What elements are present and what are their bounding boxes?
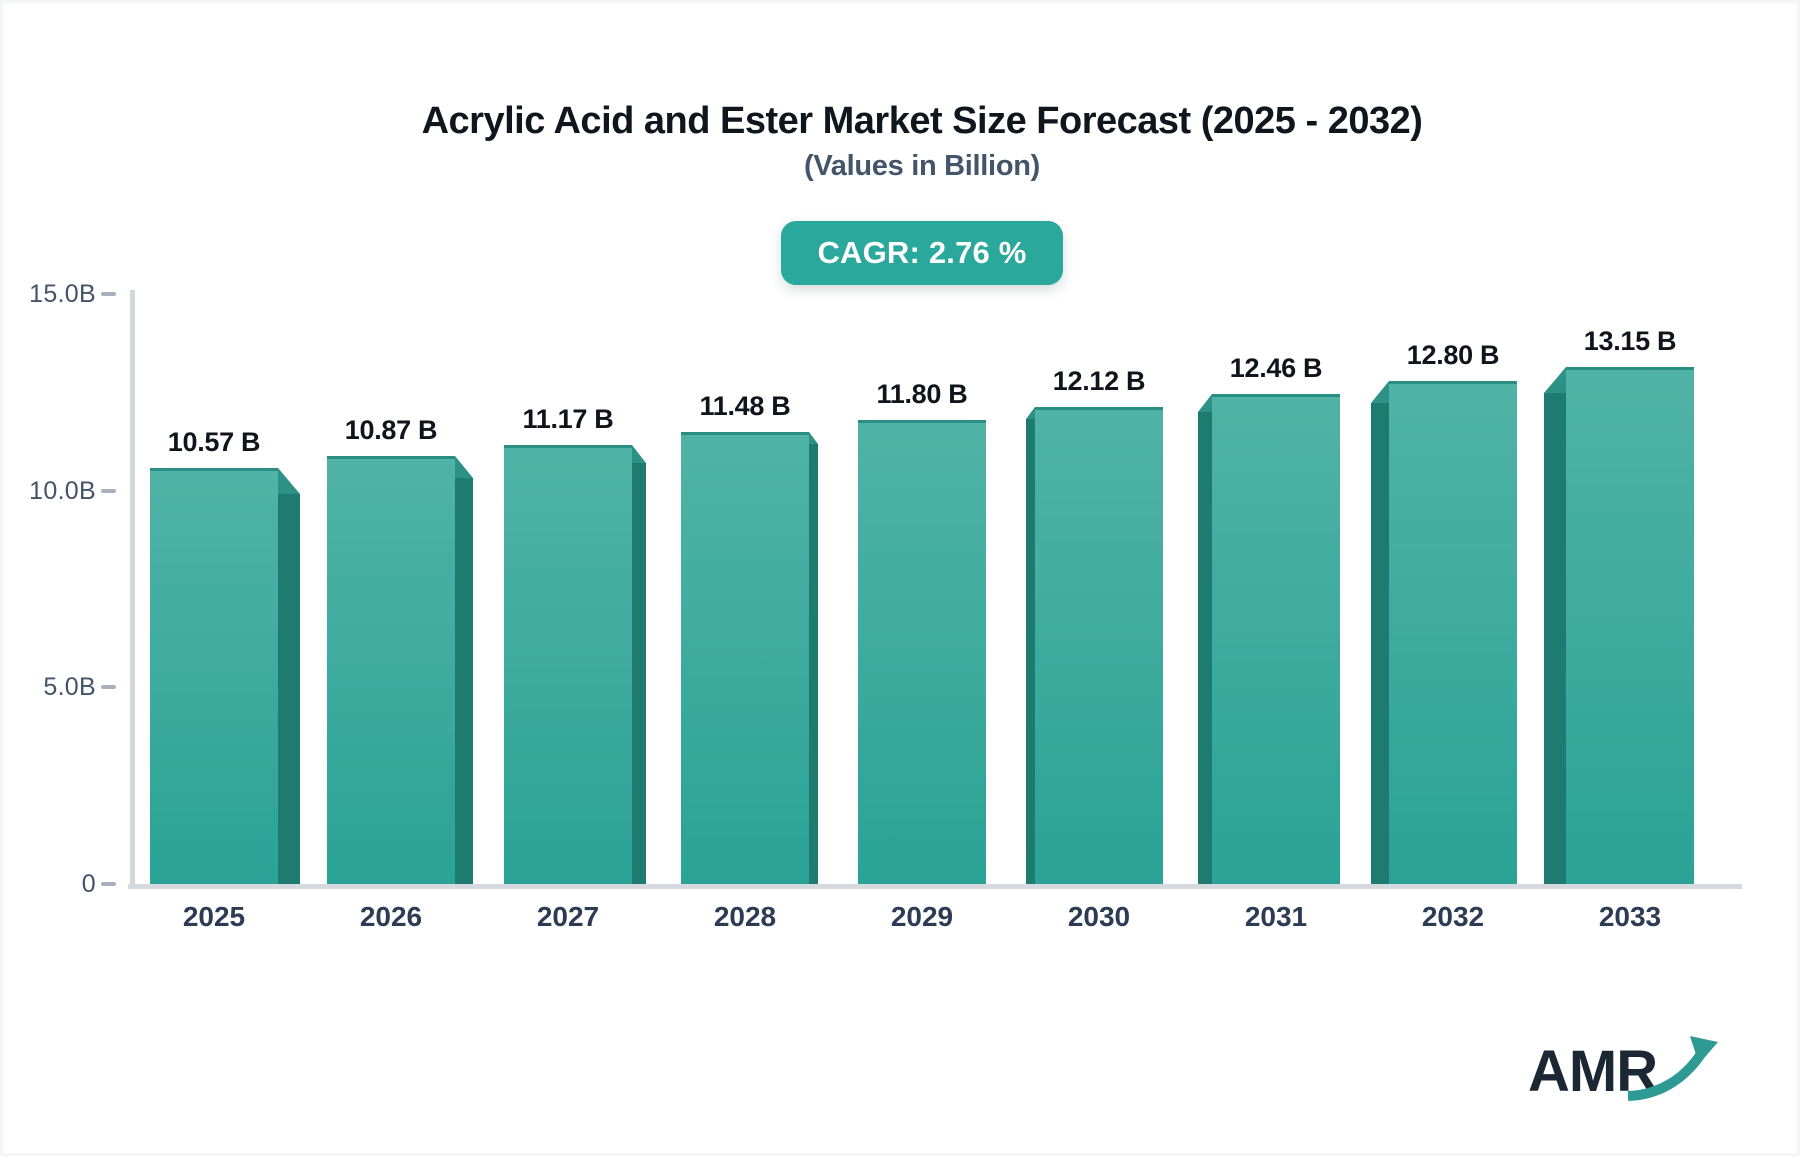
bar-2032 [1371, 381, 1517, 884]
cagr-badge: CAGR: 2.76 % [781, 221, 1063, 285]
bar-value-label: 10.87 B [344, 415, 438, 445]
bar-value-label: 10.57 B [167, 427, 261, 457]
y-axis-tick-label: 5.0B [43, 673, 96, 701]
bar-2028 [681, 432, 818, 884]
bar-value-label: 12.46 B [1229, 353, 1323, 383]
bar-2030 [1026, 407, 1163, 884]
x-axis-label: 2033 [1598, 901, 1662, 932]
y-axis-tick-label: 10.0B [29, 477, 96, 505]
y-axis-tick-mark [101, 292, 116, 296]
bar-value-label: 12.80 B [1406, 340, 1500, 370]
y-axis-tick-mark [101, 489, 116, 493]
y-axis-tick-mark [101, 685, 116, 689]
x-axis-label: 2027 [536, 901, 600, 932]
x-axis-label: 2026 [359, 901, 423, 932]
bar-2026 [327, 456, 473, 884]
chart-header: Acrylic Acid and Ester Market Size Forec… [22, 0, 1800, 285]
x-axis-label: 2029 [890, 901, 954, 932]
bar-value-label: 13.15 B [1583, 326, 1677, 356]
bar-2029 [858, 420, 986, 884]
x-axis-label: 2031 [1244, 901, 1308, 932]
bar-value-label: 11.17 B [522, 404, 614, 434]
growth-arrow-icon [1627, 1036, 1718, 1101]
x-axis-label: 2032 [1421, 901, 1485, 932]
bar-2033 [1544, 367, 1694, 884]
y-axis-tick-mark [101, 882, 116, 886]
chart-title: Acrylic Acid and Ester Market Size Forec… [421, 100, 1423, 142]
y-axis-tick-label: 15.0B [29, 280, 96, 308]
bar-2031 [1198, 394, 1340, 884]
bar-value-label: 11.80 B [876, 379, 968, 409]
y-axis-tick-label: 0 [81, 870, 96, 898]
bar-value-label: 11.48 B [699, 391, 791, 421]
x-axis-line [128, 884, 1742, 889]
x-axis-label: 2025 [182, 901, 246, 932]
bar-2027 [504, 445, 646, 884]
bar-2025 [150, 468, 300, 884]
chart-subtitle: (Values in Billion) [804, 150, 1040, 182]
bar-value-label: 12.12 B [1052, 366, 1146, 396]
y-axis-line [130, 290, 135, 889]
amr-logo: AMR [1528, 1028, 1728, 1123]
x-axis-label: 2030 [1067, 901, 1131, 932]
x-axis-label: 2028 [713, 901, 777, 932]
